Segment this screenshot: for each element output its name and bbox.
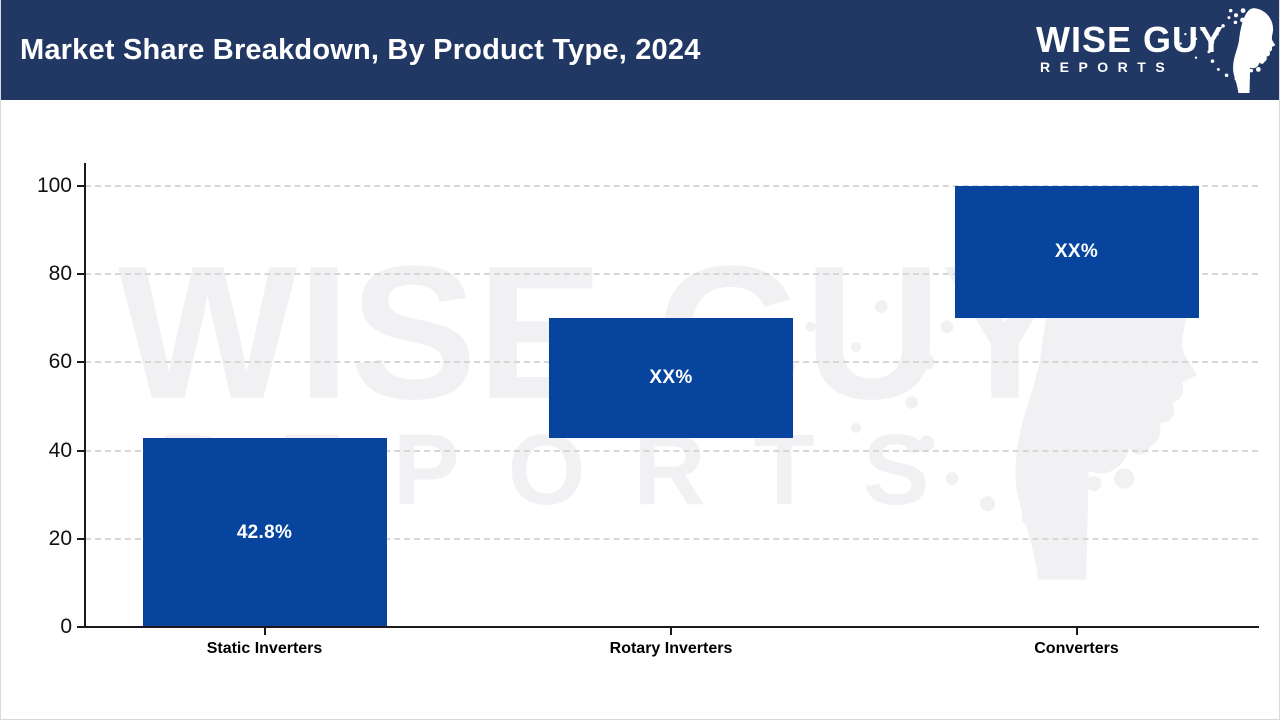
y-tick-label-60: 60 <box>48 350 72 374</box>
brand-logo-subtitle: REPORTS <box>1040 59 1175 75</box>
brand-logo-face-icon <box>1179 8 1276 93</box>
y-tick-0 <box>77 626 84 628</box>
y-tick-60 <box>77 361 84 364</box>
category-label-3: Converters <box>1034 640 1119 657</box>
x-tick-1 <box>263 628 266 635</box>
y-axis-line <box>84 163 86 628</box>
y-tick-40 <box>77 449 84 452</box>
x-tick-2 <box>670 628 672 635</box>
header-banner: Market Share Breakdown, By Product Type,… <box>0 0 1280 100</box>
gridline-20 <box>85 537 1258 540</box>
bar-rotary-inverters: XX% <box>549 318 793 439</box>
y-tick-label-20: 20 <box>48 526 72 550</box>
brand-logo-wordmark: WISE GUY <box>1036 19 1225 60</box>
x-axis-line <box>84 626 1259 628</box>
y-tick-100 <box>77 185 84 187</box>
bar-converters: XX% <box>954 186 1199 319</box>
y-tick-20 <box>77 537 84 540</box>
y-tick-label-80: 80 <box>48 262 72 286</box>
gridline-80 <box>85 273 1258 276</box>
gridline-100 <box>85 185 1258 187</box>
category-label-1: Static Inverters <box>206 640 323 657</box>
y-tick-label-0: 0 <box>60 615 72 638</box>
bar-static-inverters: 42.8% <box>142 438 387 627</box>
bar-value-label: 42.8% <box>236 521 293 543</box>
brand-logo: WISE GUY REPORTS <box>1020 0 1276 100</box>
x-tick-3 <box>1075 628 1078 635</box>
category-label-2: Rotary Inverters <box>609 640 733 657</box>
bar-value-label: XX% <box>1054 241 1099 263</box>
gridline-40 <box>85 449 1258 452</box>
page-title: Market Share Breakdown, By Product Type,… <box>20 33 701 66</box>
y-tick-label-100: 100 <box>36 174 72 197</box>
bar-value-label: XX% <box>649 367 693 389</box>
y-tick-label-40: 40 <box>48 438 72 462</box>
y-tick-80 <box>77 273 84 276</box>
